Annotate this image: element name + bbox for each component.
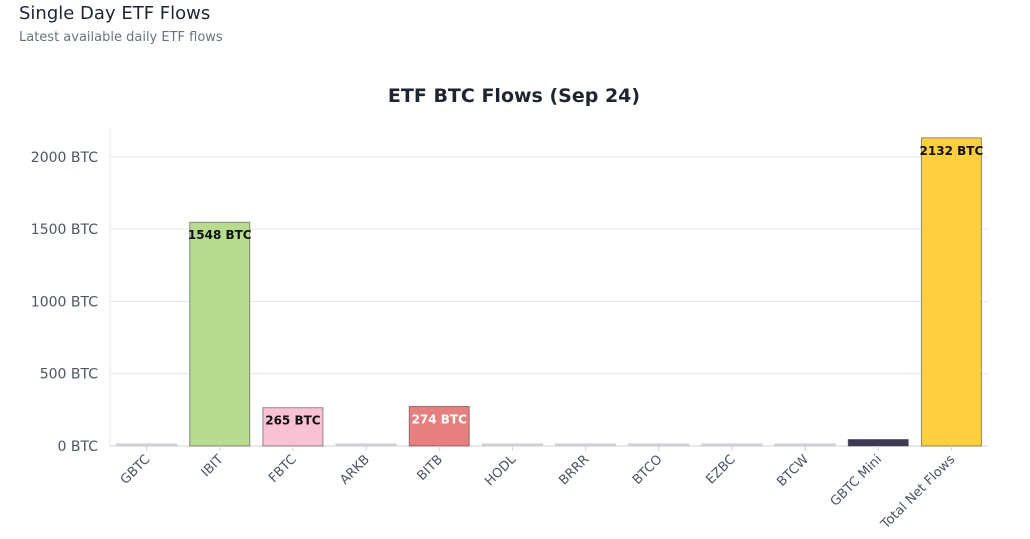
- y-tick-label: 2000 BTC: [31, 150, 98, 166]
- x-tick-label: EZBC: [703, 452, 738, 487]
- x-tick-label: GBTC Mini: [828, 452, 885, 509]
- bar-gbtc-mini: [847, 438, 909, 447]
- bar-btco: [628, 443, 690, 447]
- data-label: 265 BTC: [265, 414, 321, 428]
- data-label: 1548 BTC: [188, 228, 252, 242]
- grid-lines: [109, 128, 988, 447]
- x-tick-label: IBIT: [199, 452, 227, 480]
- x-axis: GBTC IBIT FBTC ARKB BITB HODL BRRR BTCO EZBC BTCW…: [118, 446, 959, 533]
- bar-btcw: [774, 443, 836, 447]
- data-label: 2132 BTC: [920, 144, 984, 158]
- bar-ibit: [189, 221, 251, 447]
- y-tick-label: 1500 BTC: [31, 222, 98, 238]
- data-label: 274 BTC: [412, 412, 468, 426]
- bar-hodl: [481, 443, 543, 447]
- y-tick-label: 500 BTC: [40, 367, 99, 383]
- bar-arkb: [335, 443, 397, 447]
- y-tick-label: 1000 BTC: [31, 294, 98, 310]
- x-tick-label: ARKB: [337, 452, 373, 488]
- page-subtitle: Latest available daily ETF flows: [19, 30, 223, 45]
- bar-brrr: [555, 443, 617, 447]
- y-axis: 0 BTC 500 BTC 1000 BTC 1500 BTC 2000 BTC: [31, 150, 98, 455]
- x-tick-label: BRRR: [556, 452, 592, 488]
- bar-bitb: [408, 405, 470, 447]
- x-tick-label: BITB: [415, 452, 447, 484]
- bar-total-net-flows: [920, 137, 982, 447]
- x-tick-label: BTCW: [774, 452, 812, 490]
- x-tick-label: HODL: [482, 452, 519, 489]
- bar-fbtc: [262, 407, 324, 447]
- page-title: Single Day ETF Flows: [19, 3, 211, 24]
- bars: 1548 BTC 265 BTC 274 BTC 2132 BTC: [116, 137, 984, 447]
- x-tick-label: GBTC: [118, 452, 154, 488]
- x-tick-label: FBTC: [266, 452, 300, 486]
- bar-ezbc: [701, 443, 763, 447]
- chart-title: ETF BTC Flows (Sep 24): [388, 85, 640, 107]
- x-tick-label: Total Net Flows: [878, 452, 959, 533]
- y-tick-label: 0 BTC: [58, 439, 99, 455]
- x-tick-label: BTCO: [630, 452, 666, 488]
- bar-gbtc: [116, 443, 178, 447]
